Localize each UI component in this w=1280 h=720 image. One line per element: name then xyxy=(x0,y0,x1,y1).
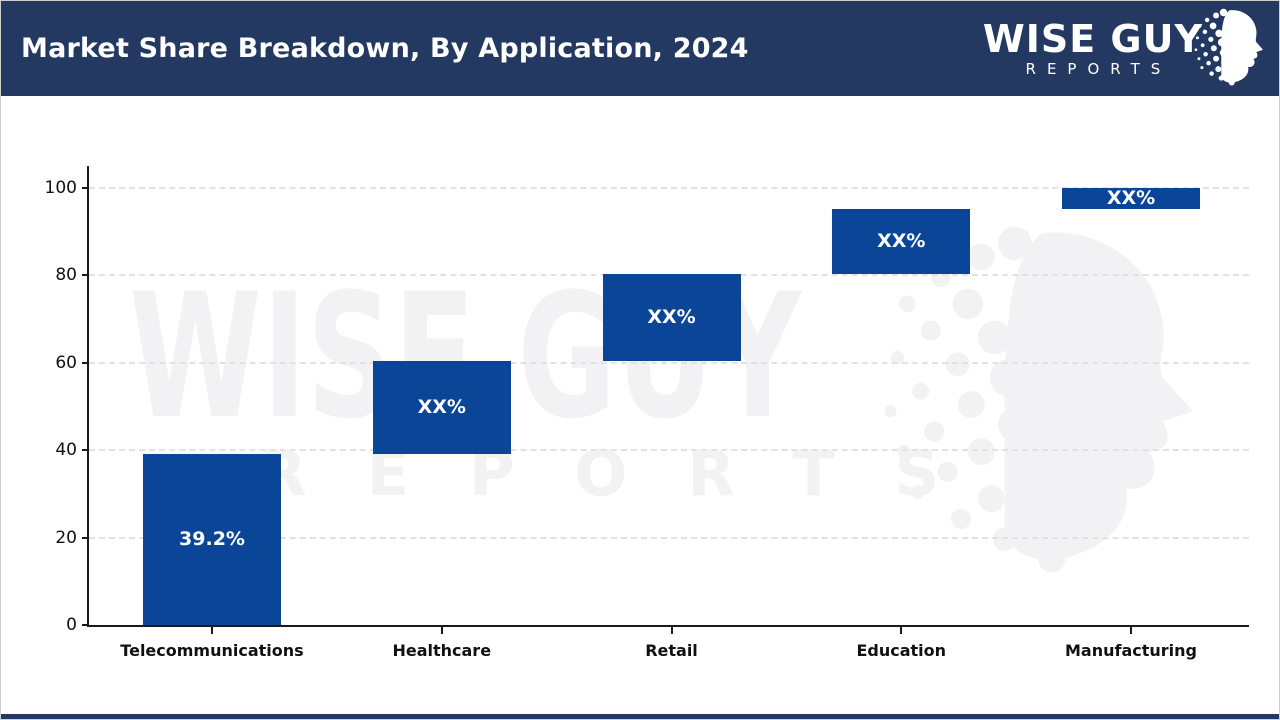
y-axis-tick-mark xyxy=(82,274,89,277)
y-axis-tick-label: 40 xyxy=(55,440,77,461)
x-axis-tick-mark xyxy=(670,627,673,634)
wiseguy-logo: WISE GUY REPORTS xyxy=(983,7,1267,91)
wiseguy-face-icon xyxy=(1194,8,1264,86)
x-axis-tick-mark xyxy=(1130,627,1132,634)
logo-subtitle: REPORTS xyxy=(1025,60,1172,79)
y-axis-tick-label: 0 xyxy=(66,615,77,635)
x-axis-category-label: Telecommunications xyxy=(120,641,304,660)
gridline-y60 xyxy=(89,361,1249,364)
bar-value-label: XX% xyxy=(647,306,696,329)
footer-bar xyxy=(1,714,1279,719)
wiseguy-logo-text: WISE GUY REPORTS xyxy=(982,16,1203,79)
gridline-y20 xyxy=(89,536,1249,539)
logo-wordmark: WISE GUY xyxy=(982,16,1203,61)
page-title: Market Share Breakdown, By Application, … xyxy=(21,33,749,64)
x-axis-category-label: Education xyxy=(856,641,947,660)
y-axis-tick-mark xyxy=(82,449,89,452)
y-axis-tick-mark xyxy=(82,536,89,539)
y-axis-tick-label: 80 xyxy=(55,265,77,286)
y-axis-tick-mark xyxy=(82,361,89,364)
x-axis-tick-mark xyxy=(440,627,443,634)
x-axis-tick-mark xyxy=(900,627,903,634)
bar-retail: XX% xyxy=(602,274,741,361)
y-axis-tick-mark xyxy=(82,187,89,189)
bar-telecommunications: 39.2% xyxy=(143,453,281,625)
gridline-y100 xyxy=(89,187,1249,189)
y-axis-tick-label: 100 xyxy=(44,178,77,198)
x-axis-category-label: Healthcare xyxy=(392,641,492,660)
y-axis-tick-label: 20 xyxy=(55,527,77,548)
bar-manufacturing: XX% xyxy=(1062,187,1200,210)
bar-healthcare: XX% xyxy=(372,360,511,454)
bar-education: XX% xyxy=(832,208,971,275)
y-axis-line xyxy=(87,166,89,627)
x-axis-category-label: Manufacturing xyxy=(1065,641,1197,660)
gridline-y40 xyxy=(89,449,1249,452)
bar-value-label: 39.2% xyxy=(179,528,245,551)
y-axis-tick-label: 60 xyxy=(55,352,77,373)
bar-value-label: XX% xyxy=(877,230,926,253)
bar-value-label: XX% xyxy=(1106,187,1156,210)
y-axis-tick-mark xyxy=(82,624,89,626)
x-axis-category-label: Retail xyxy=(645,641,698,660)
header-bar: Market Share Breakdown, By Application, … xyxy=(1,1,1279,96)
x-axis-tick-mark xyxy=(211,627,213,634)
x-axis-line xyxy=(87,625,1249,627)
bar-value-label: XX% xyxy=(417,396,466,419)
